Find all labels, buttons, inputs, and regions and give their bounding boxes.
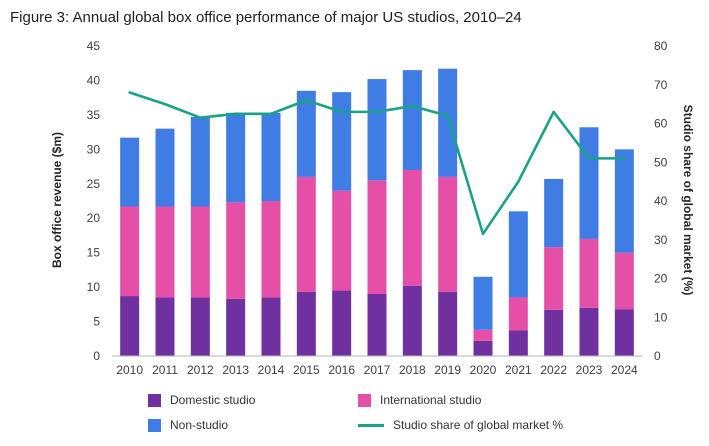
x-axis-tick-label: 2019 xyxy=(434,363,461,377)
bar-segment xyxy=(367,79,387,181)
x-axis-tick-label: 2014 xyxy=(258,363,285,377)
y-axis-left-tick-label: 5 xyxy=(93,315,100,329)
bar-segment xyxy=(473,329,493,341)
x-axis-tick-label: 2012 xyxy=(187,363,214,377)
legend-label: International studio xyxy=(380,393,482,407)
bar-segment xyxy=(438,68,458,177)
y-axis-left-tick-label: 30 xyxy=(87,142,101,156)
y-axis-left-tick-label: 25 xyxy=(87,177,101,191)
y-axis-left-tick-label: 0 xyxy=(93,349,100,363)
bar-segment xyxy=(367,180,387,294)
y-axis-left-tick-label: 10 xyxy=(87,280,101,294)
x-axis-tick-label: 2021 xyxy=(505,363,532,377)
legend-swatch-international-studio xyxy=(358,393,371,407)
bar-segment xyxy=(402,285,422,356)
legend-label: Non-studio xyxy=(170,418,229,432)
y-axis-right-tick-label: 20 xyxy=(654,272,668,286)
y-axis-left-tick-label: 40 xyxy=(87,73,101,87)
bar-segment xyxy=(120,296,140,356)
y-axis-right-tick-label: 30 xyxy=(654,233,668,247)
x-axis-tick-label: 2015 xyxy=(293,363,320,377)
bar-segment xyxy=(155,206,175,298)
bar-segment xyxy=(508,330,528,356)
bar-segment xyxy=(544,178,564,248)
bar-segment xyxy=(579,238,599,308)
figure-title: Figure 3: Annual global box office perfo… xyxy=(10,9,522,26)
legend-swatch-domestic-studio xyxy=(148,393,161,407)
left-axis-title: Box office revenue ($m) xyxy=(50,131,64,269)
bar-segment xyxy=(261,297,281,356)
bar-segment xyxy=(226,202,246,299)
bar-segment xyxy=(332,92,352,191)
legend-swatch-non-studio xyxy=(148,418,161,432)
bar-segment xyxy=(544,247,564,310)
y-axis-right-tick-label: 10 xyxy=(654,310,668,324)
legend-item-domestic-studio: Domestic studio xyxy=(148,393,358,407)
bar-segment xyxy=(296,176,316,292)
y-axis-left-tick-label: 20 xyxy=(87,211,101,225)
bar-segment xyxy=(508,297,528,331)
legend-swatch-studio-share-line xyxy=(358,423,384,427)
y-axis-right-tick-label: 50 xyxy=(654,155,668,169)
bar-segment xyxy=(438,291,458,356)
legend: Domestic studio International studio Non… xyxy=(148,393,563,432)
bar-segment xyxy=(190,297,210,356)
bar-segment xyxy=(120,137,140,207)
bar-segment xyxy=(296,90,316,177)
bar-segment xyxy=(367,294,387,356)
bar-segment xyxy=(226,298,246,356)
trend-line xyxy=(128,91,626,236)
right-axis-title: Studio share of global market (%) xyxy=(681,104,695,296)
y-axis-right-tick-label: 80 xyxy=(654,39,668,53)
x-axis-tick-label: 2013 xyxy=(222,363,249,377)
bar-segment xyxy=(120,206,140,297)
bar-segment xyxy=(190,116,210,207)
legend-item-non-studio: Non-studio xyxy=(148,418,358,432)
legend-item-international-studio: International studio xyxy=(358,393,563,407)
bar-segment xyxy=(614,309,634,356)
bar-segment xyxy=(155,297,175,356)
x-axis-tick-label: 2024 xyxy=(611,363,638,377)
x-axis-tick-label: 2018 xyxy=(399,363,426,377)
bar-segment xyxy=(261,112,281,201)
y-axis-left-tick-label: 35 xyxy=(87,108,101,122)
x-axis-tick-label: 2020 xyxy=(470,363,497,377)
bar-segment xyxy=(614,149,634,253)
x-axis-tick-label: 2017 xyxy=(364,363,391,377)
bar-segment xyxy=(155,128,175,207)
legend-label: Studio share of global market % xyxy=(393,418,564,432)
x-axis-tick-label: 2023 xyxy=(576,363,603,377)
y-axis-right-tick-label: 70 xyxy=(654,78,668,92)
bar-segment xyxy=(579,127,599,239)
legend-item-studio-share-line: Studio share of global market % xyxy=(358,418,563,432)
bar-segment xyxy=(226,112,246,203)
bar-segment xyxy=(332,290,352,356)
bar-segment xyxy=(261,201,281,298)
x-axis-tick-label: 2016 xyxy=(328,363,355,377)
bar-segment xyxy=(579,307,599,356)
bar-segment xyxy=(473,340,493,356)
bar-segment xyxy=(473,276,493,330)
y-axis-left-tick-label: 45 xyxy=(87,39,101,53)
bar-segment xyxy=(508,211,528,298)
bar-segment xyxy=(296,291,316,356)
bar-segment xyxy=(190,206,210,298)
y-axis-left-tick-label: 15 xyxy=(87,246,101,260)
bar-segment xyxy=(438,176,458,292)
bar-segment xyxy=(402,70,422,170)
y-axis-right-tick-label: 60 xyxy=(654,117,668,131)
x-axis-tick-label: 2011 xyxy=(152,363,178,377)
x-axis-tick-label: 2022 xyxy=(540,363,567,377)
x-axis-tick-label: 2010 xyxy=(116,363,143,377)
bar-segment xyxy=(614,252,634,310)
bar-segment xyxy=(544,309,564,356)
legend-label: Domestic studio xyxy=(170,393,256,407)
bar-segment xyxy=(402,170,422,286)
y-axis-right-tick-label: 0 xyxy=(654,349,661,363)
bar-segment xyxy=(332,190,352,291)
y-axis-right-tick-label: 40 xyxy=(654,194,668,208)
